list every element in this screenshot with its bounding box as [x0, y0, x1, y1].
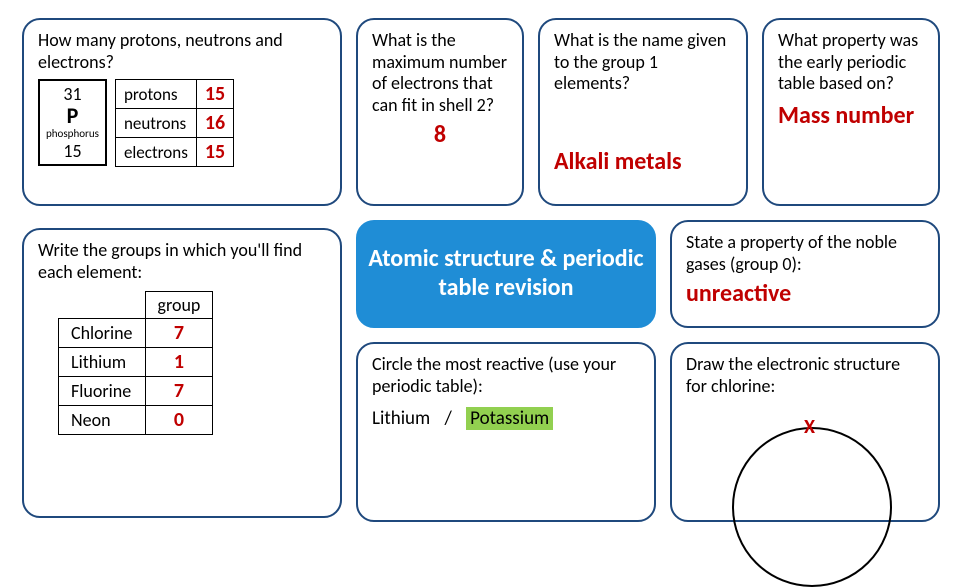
option-lithium: Lithium [372, 407, 430, 430]
element-symbol: P [46, 105, 99, 127]
answer-text: 8 [372, 120, 508, 149]
answer-text: Mass number [778, 103, 924, 129]
question-text: Circle the most reactive (use your perio… [372, 354, 640, 397]
answer-text: unreactive [686, 281, 924, 307]
question-text: What property was the early periodic tab… [778, 30, 924, 95]
question-text: State a property of the noble gases (gro… [686, 232, 924, 275]
question-text: Write the groups in which you'll find ea… [38, 240, 326, 283]
group-value: 7 [145, 377, 213, 406]
card-group1-name: What is the name given to the group 1 el… [538, 18, 748, 206]
question-text: Draw the electronic structure for chlori… [686, 354, 924, 397]
table-row: protons15 [115, 80, 233, 109]
card-most-reactive: Circle the most reactive (use your perio… [356, 342, 656, 522]
card-shell-electrons: What is the maximum number of electrons … [356, 18, 524, 206]
card-electronic-structure: Draw the electronic structure for chlori… [670, 342, 940, 522]
electron-mark: X [804, 415, 815, 439]
element-name: Neon [59, 406, 146, 435]
answer-text: Alkali metals [554, 149, 732, 175]
table-row: neutrons16 [115, 109, 233, 138]
particle-label: neutrons [115, 109, 196, 138]
table-row: Neon0 [59, 406, 213, 435]
card-early-table-property: What property was the early periodic tab… [762, 18, 940, 206]
group-header: group [145, 292, 213, 319]
group-table: group Chlorine7 Lithium1 Fluorine7 Neon0 [58, 291, 213, 435]
particle-value: 15 [196, 138, 233, 167]
card-noble-gas-property: State a property of the noble gases (gro… [670, 220, 940, 328]
table-row: Fluorine7 [59, 377, 213, 406]
card-element-groups: Write the groups in which you'll find ea… [22, 228, 342, 518]
element-name: Chlorine [59, 319, 146, 348]
particle-label: electrons [115, 138, 196, 167]
table-row: Chlorine7 [59, 319, 213, 348]
element-number: 15 [46, 140, 99, 162]
element-name: phosphorus [46, 127, 99, 140]
question-text: What is the name given to the group 1 el… [554, 30, 732, 95]
particle-value: 15 [196, 80, 233, 109]
option-potassium: Potassium [466, 407, 553, 430]
question-text: How many protons, neutrons and electrons… [38, 30, 326, 73]
title-text: Atomic structure & periodic table revisi… [366, 245, 646, 303]
element-tile: 31 P phosphorus 15 [38, 79, 107, 166]
separator: / [445, 407, 452, 430]
table-row: group [59, 292, 213, 319]
table-row: electrons15 [115, 138, 233, 167]
question-text: What is the maximum number of electrons … [372, 30, 508, 116]
element-name: Fluorine [59, 377, 146, 406]
group-value: 0 [145, 406, 213, 435]
group-value: 1 [145, 348, 213, 377]
electron-shell-icon [732, 427, 892, 587]
particle-label: protons [115, 80, 196, 109]
title-card: Atomic structure & periodic table revisi… [356, 220, 656, 328]
particle-value: 16 [196, 109, 233, 138]
group-value: 7 [145, 319, 213, 348]
table-row: Lithium1 [59, 348, 213, 377]
element-name: Lithium [59, 348, 146, 377]
particle-table: protons15 neutrons16 electrons15 [115, 79, 234, 167]
card-protons-neutrons-electrons: How many protons, neutrons and electrons… [22, 18, 342, 206]
